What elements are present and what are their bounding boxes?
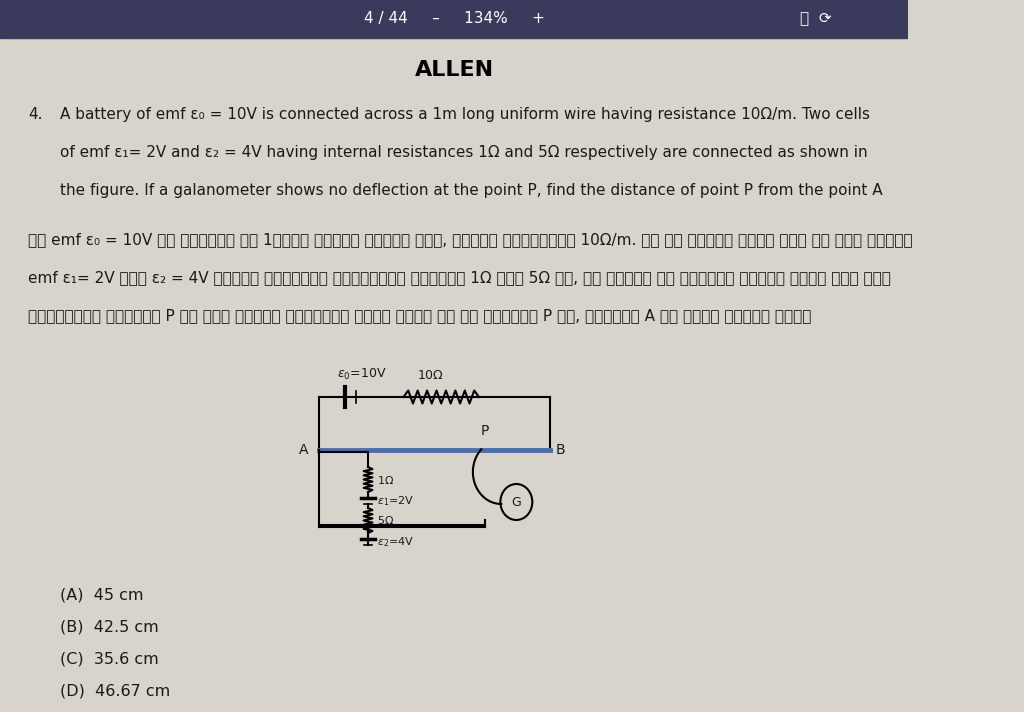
Text: emf ε₁= 2V तथा ε₂ = 4V जिनका आन्तरिक प्रतिरोध क्रमशः 1Ω तथा 5Ω है, को चित्र के अ: emf ε₁= 2V तथा ε₂ = 4V जिनका आन्तरिक प्र… bbox=[29, 270, 891, 285]
Text: धारामापी बिन्दु P पर कोई विचलन प्रदशित नहीं करता है तो बिन्दु P की, बिन्दु A से : धारामापी बिन्दु P पर कोई विचलन प्रदशित न… bbox=[29, 308, 812, 323]
Text: (B)  42.5 cm: (B) 42.5 cm bbox=[60, 619, 159, 634]
Text: G: G bbox=[511, 496, 521, 508]
Text: ⧉  ⟳: ⧉ ⟳ bbox=[800, 11, 831, 26]
Text: एक emf ε₀ = 10V की बैट्री को 1मीटर लम्बे समरूप तार, जिसका प्रतिरोध 10Ω/m. है से : एक emf ε₀ = 10V की बैट्री को 1मीटर लम्बे… bbox=[29, 232, 913, 247]
Text: 4.: 4. bbox=[29, 107, 43, 122]
Text: A battery of emf ε₀ = 10V is connected across a 1m long uniform wire having resi: A battery of emf ε₀ = 10V is connected a… bbox=[60, 107, 870, 122]
Text: $\varepsilon_0$=10V: $\varepsilon_0$=10V bbox=[337, 367, 386, 382]
Text: 10$\Omega$: 10$\Omega$ bbox=[417, 369, 443, 382]
Bar bbox=[0, 0, 908, 38]
Text: (D)  46.67 cm: (D) 46.67 cm bbox=[60, 683, 171, 698]
Text: B: B bbox=[556, 443, 565, 457]
Text: $\varepsilon_1$=2V: $\varepsilon_1$=2V bbox=[377, 494, 414, 508]
Text: ALLEN: ALLEN bbox=[415, 60, 494, 80]
Text: (C)  35.6 cm: (C) 35.6 cm bbox=[60, 651, 159, 666]
Text: of emf ε₁= 2V and ε₂ = 4V having internal resistances 1Ω and 5Ω respectively are: of emf ε₁= 2V and ε₂ = 4V having interna… bbox=[60, 145, 868, 160]
Text: A: A bbox=[299, 443, 308, 457]
Text: (A)  45 cm: (A) 45 cm bbox=[60, 587, 143, 602]
Text: 5$\Omega$: 5$\Omega$ bbox=[377, 515, 394, 526]
Text: $\varepsilon_2$=4V: $\varepsilon_2$=4V bbox=[377, 535, 414, 549]
Text: 4 / 44     –     134%     +: 4 / 44 – 134% + bbox=[364, 11, 545, 26]
Text: the figure. If a galanometer shows no deflection at the point P, find the distan: the figure. If a galanometer shows no de… bbox=[60, 183, 883, 198]
Text: 1$\Omega$: 1$\Omega$ bbox=[377, 473, 394, 486]
Text: P: P bbox=[481, 424, 489, 438]
